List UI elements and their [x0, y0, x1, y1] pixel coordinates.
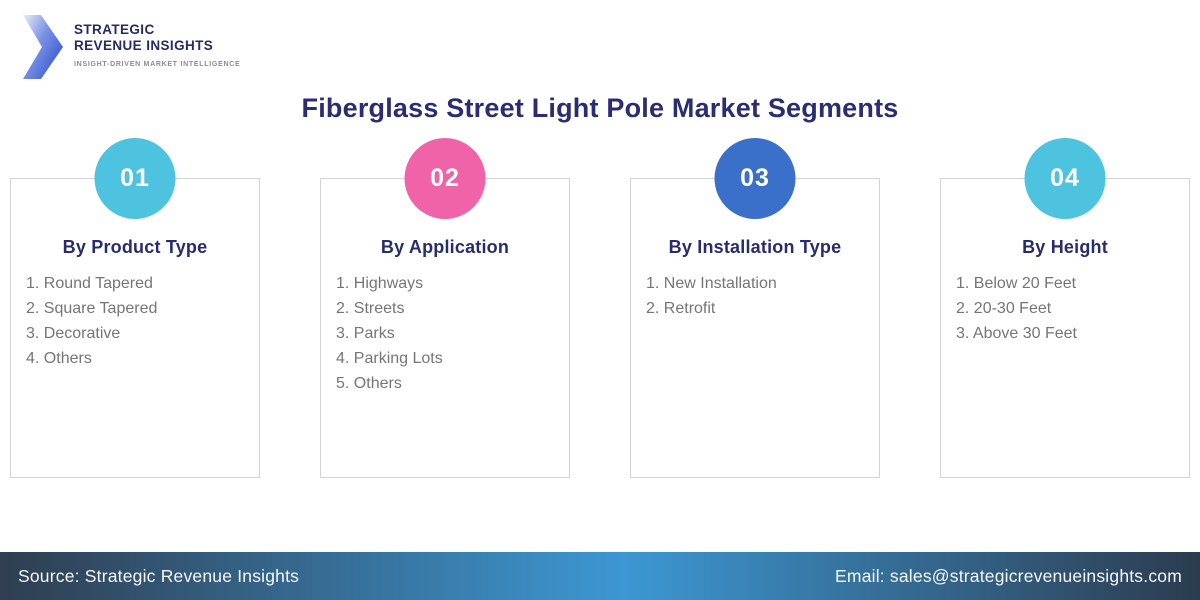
footer-bar: Source: Strategic Revenue Insights Email… — [0, 552, 1200, 600]
segment-heading: By Height — [1022, 237, 1108, 257]
segment-cards: 01 By Product Type Round Tapered Square … — [10, 138, 1190, 478]
list-item: Parks — [353, 325, 395, 342]
segment-card-height: 04 By Height Below 20 Feet 20-30 Feet Ab… — [940, 138, 1190, 478]
list-item: New Installation — [663, 275, 777, 292]
logo-line-2: REVENUE INSIGHTS — [74, 37, 214, 53]
segment-number-badge: 01 — [94, 138, 176, 219]
footer-email: Email: sales@strategicrevenueinsights.co… — [835, 565, 1182, 586]
segment-number: 01 — [120, 164, 150, 192]
logo-line-1: STRATEGIC — [74, 22, 155, 37]
list-item: Parking Lots — [353, 350, 443, 367]
list-item: Above 30 Feet — [972, 325, 1077, 342]
chevron-arrow-icon — [23, 15, 63, 79]
segment-list: Round Tapered Square Tapered Decorative … — [26, 271, 245, 371]
list-item: Others — [43, 350, 92, 367]
segment-card-application: 02 By Application Highways Streets Parks… — [320, 138, 570, 478]
footer-source: Source: Strategic Revenue Insights — [18, 565, 300, 586]
segment-heading: By Product Type — [62, 237, 208, 257]
segment-number: 02 — [430, 164, 460, 192]
list-item: Decorative — [43, 325, 121, 342]
segment-number-badge: 03 — [714, 138, 796, 219]
segment-heading: By Installation Type — [668, 237, 842, 257]
list-item: Streets — [353, 300, 405, 317]
list-item: Round Tapered — [43, 275, 153, 292]
segment-list: New Installation Retrofit — [646, 271, 865, 321]
segment-number-badge: 02 — [404, 138, 486, 219]
list-item: Square Tapered — [43, 300, 158, 317]
list-item: 20-30 Feet — [973, 300, 1052, 317]
list-item: Others — [353, 375, 402, 392]
list-item: Below 20 Feet — [973, 275, 1077, 292]
logo-tagline: INSIGHT-DRIVEN MARKET INTELLIGENCE — [74, 61, 241, 68]
segment-number: 03 — [740, 164, 770, 192]
segment-number-badge: 04 — [1024, 138, 1106, 219]
segment-list: Below 20 Feet 20-30 Feet Above 30 Feet — [956, 271, 1175, 346]
logo: STRATEGIC REVENUE INSIGHTS INSIGHT-DRIVE… — [22, 12, 240, 79]
segment-list: Highways Streets Parks Parking Lots Othe… — [336, 271, 555, 396]
list-item: Highways — [353, 275, 424, 292]
segment-heading: By Application — [380, 237, 510, 257]
segment-card-product-type: 01 By Product Type Round Tapered Square … — [10, 138, 260, 478]
segment-number: 04 — [1050, 164, 1080, 192]
list-item: Retrofit — [663, 300, 716, 317]
segment-card-installation-type: 03 By Installation Type New Installation… — [630, 138, 880, 478]
logo-text: STRATEGIC REVENUE INSIGHTS INSIGHT-DRIVE… — [74, 12, 240, 68]
page-title: Fiberglass Street Light Pole Market Segm… — [301, 93, 899, 123]
